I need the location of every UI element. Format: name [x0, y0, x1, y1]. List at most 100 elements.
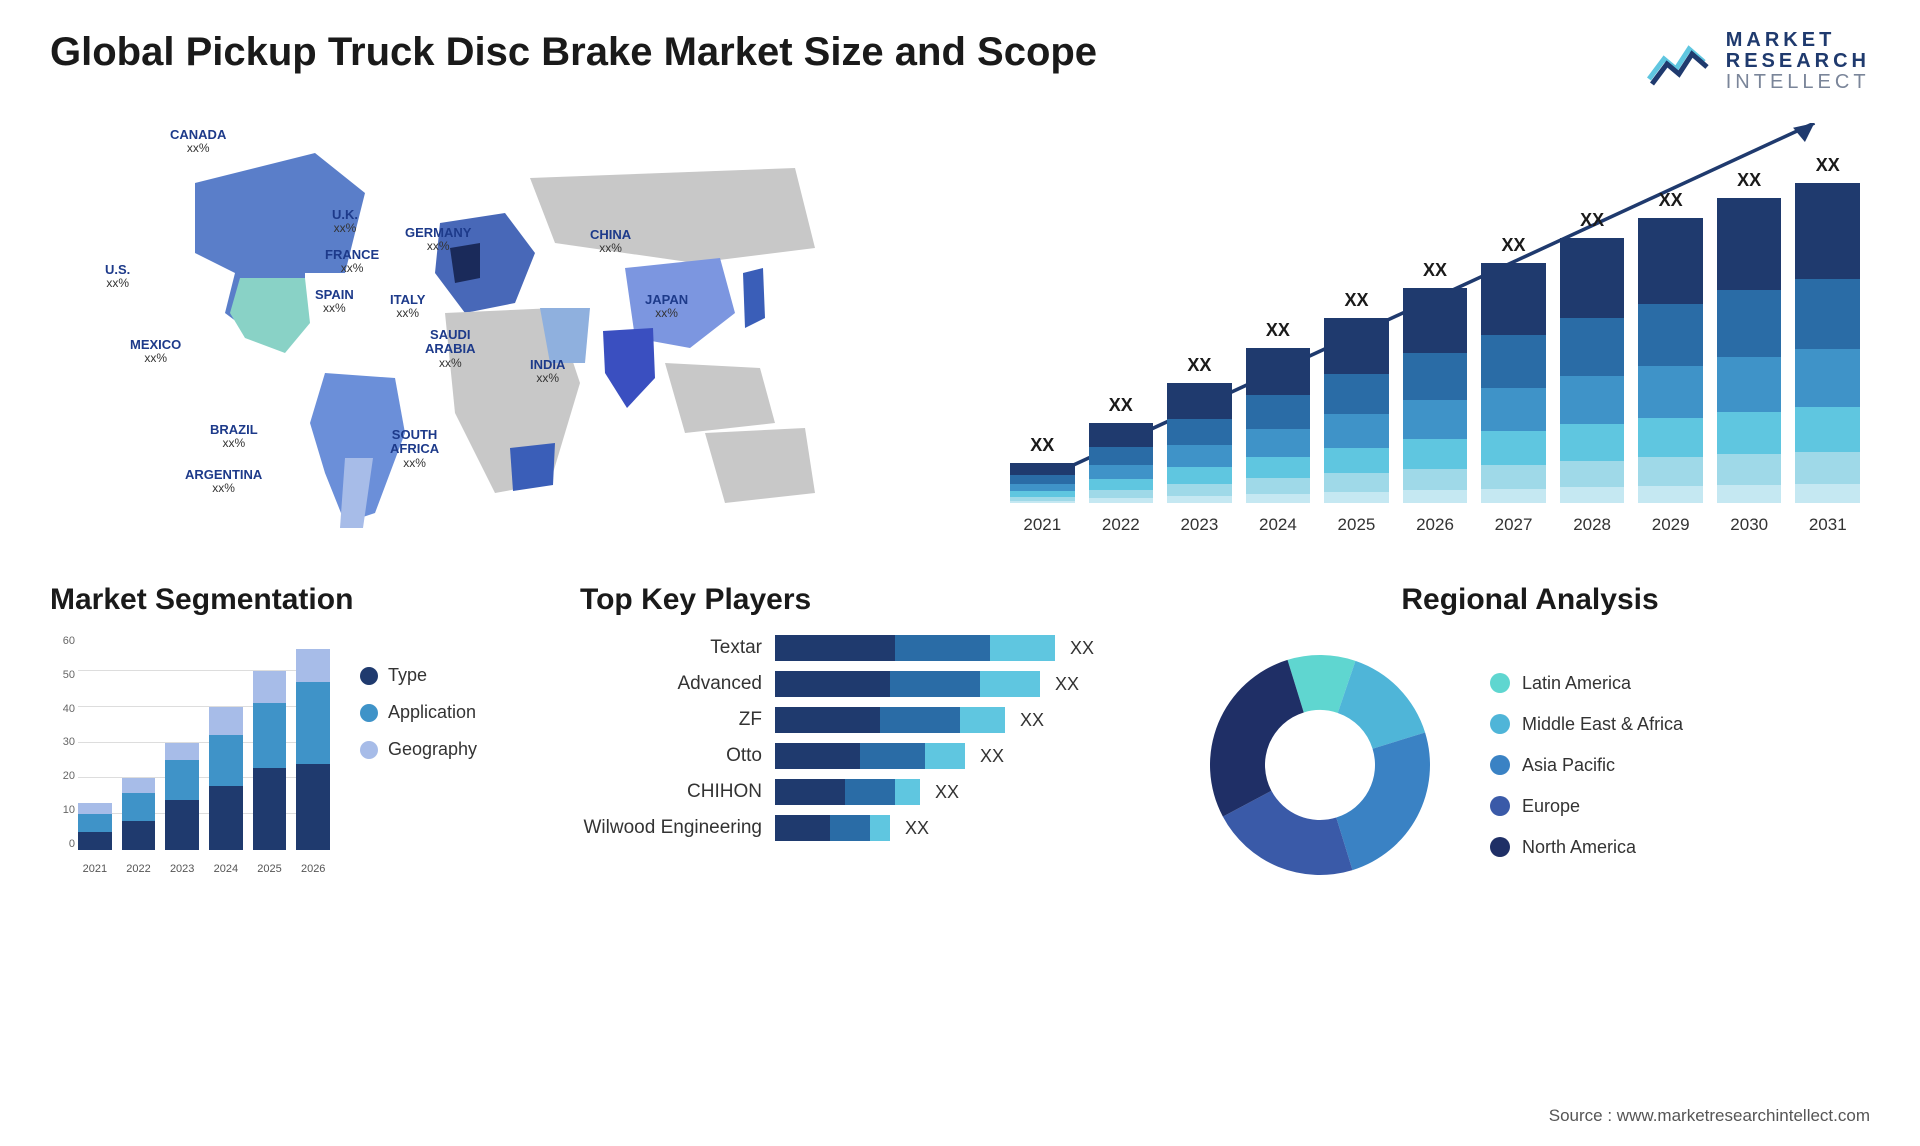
player-bar-seg: [960, 707, 1005, 733]
player-bar: [775, 815, 890, 841]
player-bar-seg: [775, 779, 845, 805]
player-name: ZF: [580, 709, 770, 731]
seg-x-label: 2023: [165, 863, 199, 875]
growth-seg: [1795, 407, 1860, 452]
player-bar-seg: [775, 671, 890, 697]
growth-seg: [1010, 501, 1075, 503]
growth-seg: [1089, 479, 1154, 490]
legend-dot: [1490, 673, 1510, 693]
growth-bar-2027: XX: [1481, 263, 1546, 503]
growth-seg: [1089, 423, 1154, 447]
player-bar-seg: [775, 743, 860, 769]
growth-seg: [1167, 419, 1232, 445]
player-name: CHIHON: [580, 781, 770, 803]
growth-seg: [1717, 412, 1782, 455]
growth-seg: [1560, 238, 1625, 318]
growth-x-label: 2023: [1167, 515, 1232, 535]
growth-seg: [1324, 318, 1389, 374]
seg-bar-seg: [296, 682, 330, 764]
seg-bar-2023: [165, 743, 199, 850]
growth-seg: [1246, 395, 1311, 429]
map-label-southafrica: SOUTHAFRICAxx%: [390, 428, 439, 470]
regional-donut: [1190, 635, 1450, 895]
map-label-china: CHINAxx%: [590, 228, 631, 255]
growth-seg: [1795, 349, 1860, 407]
growth-seg: [1010, 475, 1075, 484]
growth-bar-label: XX: [1423, 260, 1447, 281]
player-bar-seg: [880, 707, 960, 733]
legend-label: North America: [1522, 837, 1636, 858]
growth-seg: [1403, 490, 1468, 503]
growth-seg: [1246, 429, 1311, 457]
seg-x-label: 2021: [78, 863, 112, 875]
seg-x-label: 2025: [253, 863, 287, 875]
map-region-saf: [510, 443, 555, 491]
growth-seg: [1481, 335, 1546, 388]
growth-seg: [1167, 383, 1232, 419]
seg-bar-seg: [78, 814, 112, 832]
growth-x-label: 2029: [1638, 515, 1703, 535]
growth-seg: [1167, 445, 1232, 467]
growth-bar-label: XX: [1659, 190, 1683, 211]
world-map: [50, 113, 940, 543]
seg-legend-item: Geography: [360, 739, 477, 760]
segmentation-title: Market Segmentation: [50, 583, 530, 617]
growth-x-label: 2022: [1089, 515, 1154, 535]
player-bar: [775, 779, 920, 805]
seg-bar-seg: [78, 832, 112, 850]
growth-seg: [1717, 290, 1782, 357]
growth-bar-2028: XX: [1560, 238, 1625, 503]
map-region-india: [603, 328, 655, 408]
growth-seg: [1089, 447, 1154, 465]
world-map-section: CANADAxx%U.S.xx%MEXICOxx%BRAZILxx%ARGENT…: [50, 113, 940, 543]
growth-bar-2021: XX: [1010, 463, 1075, 503]
player-name: Wilwood Engineering: [580, 817, 770, 839]
seg-ytick: 50: [50, 669, 75, 681]
seg-bar-2021: [78, 803, 112, 850]
growth-seg: [1638, 457, 1703, 486]
source-text: Source : www.marketresearchintellect.com: [1549, 1106, 1870, 1126]
growth-x-label: 2024: [1246, 515, 1311, 535]
player-value: XX: [1055, 674, 1079, 695]
legend-dot: [360, 741, 378, 759]
logo-text-1: MARKET: [1726, 30, 1870, 51]
seg-x-label: 2026: [296, 863, 330, 875]
growth-seg: [1324, 448, 1389, 474]
growth-seg: [1795, 183, 1860, 279]
growth-seg: [1481, 489, 1546, 503]
player-bar-seg: [925, 743, 965, 769]
player-bar-seg: [775, 635, 895, 661]
growth-bar-label: XX: [1816, 155, 1840, 176]
seg-legend-item: Application: [360, 702, 477, 723]
growth-seg: [1638, 304, 1703, 367]
map-label-germany: GERMANYxx%: [405, 226, 471, 253]
legend-dot: [360, 704, 378, 722]
brand-logo: MARKET RESEARCH INTELLECT: [1644, 30, 1870, 93]
map-region-rus: [530, 168, 815, 263]
map-label-brazil: BRAZILxx%: [210, 423, 258, 450]
map-region-sea: [665, 363, 775, 433]
seg-ytick: 0: [50, 838, 75, 850]
growth-bar-label: XX: [1502, 235, 1526, 256]
player-row: TextarXX: [580, 635, 1140, 661]
growth-bar-label: XX: [1737, 170, 1761, 191]
legend-label: Type: [388, 665, 427, 686]
growth-seg: [1717, 198, 1782, 290]
regional-legend-item: Asia Pacific: [1490, 755, 1683, 776]
seg-bar-seg: [165, 743, 199, 761]
seg-bar-2024: [209, 707, 243, 850]
legend-label: Asia Pacific: [1522, 755, 1615, 776]
player-value: XX: [905, 818, 929, 839]
player-bar-seg: [870, 815, 890, 841]
growth-bar-2029: XX: [1638, 218, 1703, 503]
growth-seg: [1324, 374, 1389, 415]
seg-bar-2022: [122, 778, 156, 850]
player-bar-seg: [990, 635, 1055, 661]
regional-legend: Latin AmericaMiddle East & AfricaAsia Pa…: [1490, 673, 1683, 858]
growth-chart-section: XXXXXXXXXXXXXXXXXXXXXX 20212022202320242…: [980, 113, 1870, 543]
player-value: XX: [935, 782, 959, 803]
growth-seg: [1403, 469, 1468, 491]
logo-text-2: RESEARCH: [1726, 51, 1870, 72]
seg-bar-seg: [165, 760, 199, 799]
growth-seg: [1246, 494, 1311, 503]
